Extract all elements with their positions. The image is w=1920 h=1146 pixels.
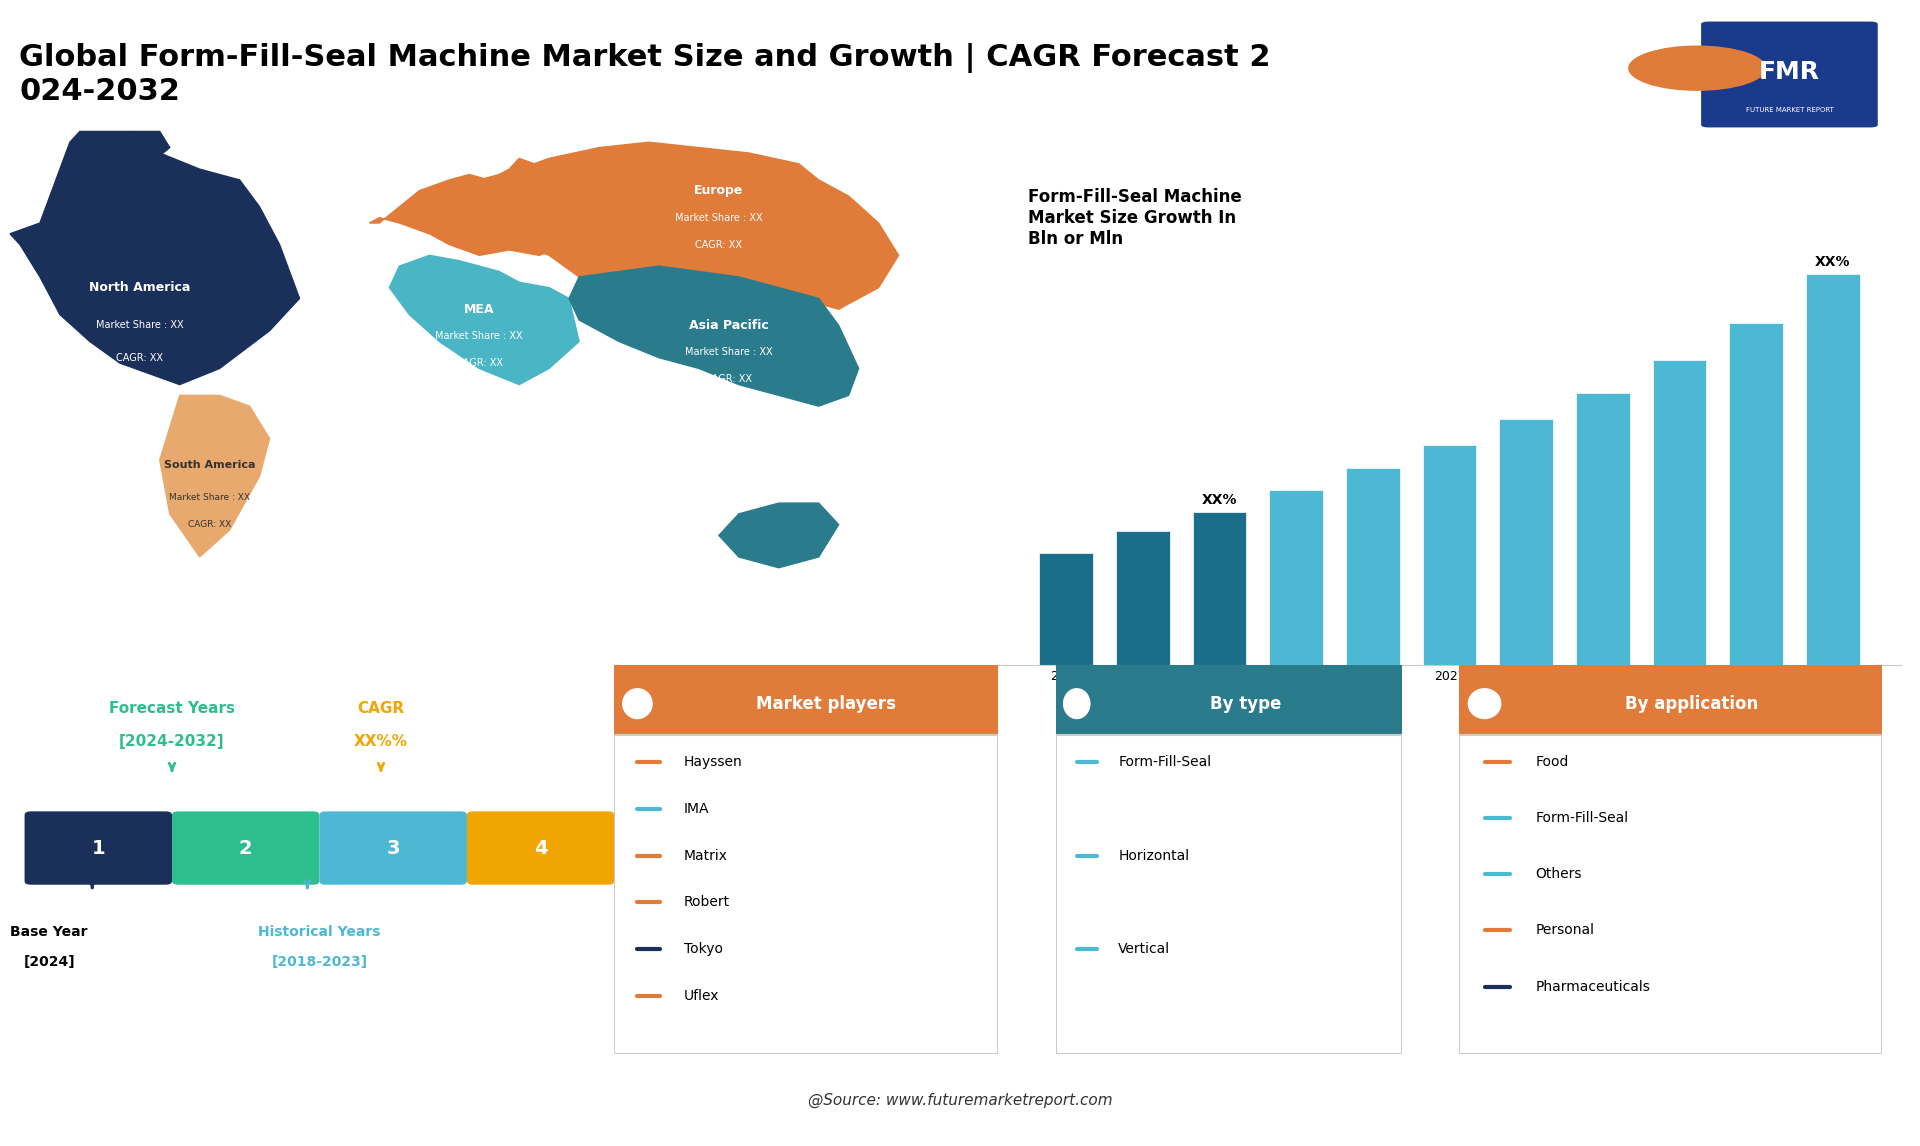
Text: Market Share : XX: Market Share : XX (685, 347, 772, 358)
Text: @Source: www.futuremarketreport.com: @Source: www.futuremarketreport.com (808, 1092, 1112, 1108)
Polygon shape (390, 256, 580, 385)
FancyBboxPatch shape (467, 811, 614, 885)
Text: Market Share : XX: Market Share : XX (676, 213, 762, 222)
Bar (1116, 531, 1169, 665)
Text: By application: By application (1624, 694, 1759, 713)
FancyBboxPatch shape (25, 811, 173, 885)
Text: Market Share : XX: Market Share : XX (169, 493, 250, 502)
Text: 4: 4 (534, 839, 547, 857)
Text: XX%: XX% (1814, 254, 1851, 268)
Bar (1500, 419, 1553, 665)
Text: Tokyo: Tokyo (684, 942, 722, 956)
Text: Vertical: Vertical (1117, 942, 1171, 956)
Text: IMA: IMA (684, 802, 708, 816)
Polygon shape (10, 132, 300, 385)
FancyBboxPatch shape (1438, 653, 1903, 754)
Text: North America: North America (88, 281, 190, 295)
FancyBboxPatch shape (1056, 735, 1402, 1054)
Bar (1039, 554, 1092, 665)
Text: South America: South America (163, 461, 255, 470)
FancyBboxPatch shape (1701, 22, 1878, 127)
Text: Hayssen: Hayssen (684, 755, 743, 769)
Text: Forecast Years: Forecast Years (109, 701, 234, 716)
FancyBboxPatch shape (173, 811, 319, 885)
Bar (1807, 274, 1860, 665)
Text: Market players: Market players (756, 694, 895, 713)
Text: 1: 1 (92, 839, 106, 857)
Text: CAGR: XX: CAGR: XX (705, 375, 753, 384)
Text: Horizontal: Horizontal (1117, 848, 1188, 863)
FancyBboxPatch shape (319, 811, 467, 885)
Text: Historical Years: Historical Years (257, 925, 380, 940)
Text: Form-Fill-Seal: Form-Fill-Seal (1117, 755, 1212, 769)
FancyBboxPatch shape (614, 735, 998, 1054)
Bar (1423, 446, 1476, 665)
Text: [2024-2032]: [2024-2032] (119, 735, 225, 749)
Bar (1730, 322, 1784, 665)
Text: By type: By type (1210, 694, 1283, 713)
Text: CAGR: XX: CAGR: XX (695, 240, 743, 250)
Text: 3: 3 (386, 839, 399, 857)
Text: Market Share : XX: Market Share : XX (96, 321, 184, 330)
Text: CAGR: XX: CAGR: XX (188, 520, 230, 529)
Text: Form-Fill-Seal: Form-Fill-Seal (1536, 811, 1628, 825)
Text: Personal: Personal (1536, 924, 1594, 937)
Polygon shape (109, 132, 169, 164)
Text: XX%: XX% (1202, 493, 1236, 507)
Text: Uflex: Uflex (684, 989, 718, 1003)
Text: FUTURE MARKET REPORT: FUTURE MARKET REPORT (1745, 107, 1834, 112)
Text: Global Form-Fill-Seal Machine Market Size and Growth | CAGR Forecast 2
024-2032: Global Form-Fill-Seal Machine Market Siz… (19, 42, 1271, 107)
Text: Pharmaceuticals: Pharmaceuticals (1536, 980, 1649, 994)
Text: MEA: MEA (465, 303, 495, 315)
Circle shape (1467, 688, 1501, 720)
Text: Food: Food (1536, 755, 1569, 769)
Text: CAGR: XX: CAGR: XX (455, 358, 503, 368)
Polygon shape (159, 395, 269, 557)
Bar (1653, 360, 1707, 665)
Bar (1269, 489, 1323, 665)
Text: Asia Pacific: Asia Pacific (689, 319, 768, 332)
Text: Robert: Robert (684, 895, 730, 910)
Text: Others: Others (1536, 868, 1582, 881)
Text: [2024]: [2024] (23, 955, 75, 968)
Text: [2018-2023]: [2018-2023] (271, 955, 367, 968)
FancyBboxPatch shape (1039, 653, 1419, 754)
Text: Matrix: Matrix (684, 848, 728, 863)
Text: 2: 2 (238, 839, 253, 857)
Polygon shape (568, 266, 858, 406)
Bar (1192, 512, 1246, 665)
Polygon shape (369, 158, 580, 256)
Text: XX%%: XX%% (353, 735, 407, 749)
Text: Form-Fill-Seal Machine
Market Size Growth In
Bln or Mln: Form-Fill-Seal Machine Market Size Growt… (1027, 188, 1242, 248)
Text: FMR: FMR (1759, 60, 1820, 84)
Bar (1576, 393, 1630, 665)
Polygon shape (718, 503, 839, 567)
Text: Europe: Europe (695, 185, 743, 197)
FancyBboxPatch shape (595, 653, 1018, 754)
Polygon shape (449, 142, 899, 314)
Circle shape (622, 688, 653, 720)
Text: Base Year: Base Year (10, 925, 88, 940)
Circle shape (1628, 46, 1766, 91)
Text: CAGR: XX: CAGR: XX (117, 353, 163, 362)
FancyBboxPatch shape (1459, 735, 1882, 1054)
Text: Market Share : XX: Market Share : XX (436, 331, 522, 342)
Bar (1346, 468, 1400, 665)
Circle shape (1064, 688, 1091, 720)
Text: CAGR: CAGR (357, 701, 405, 716)
